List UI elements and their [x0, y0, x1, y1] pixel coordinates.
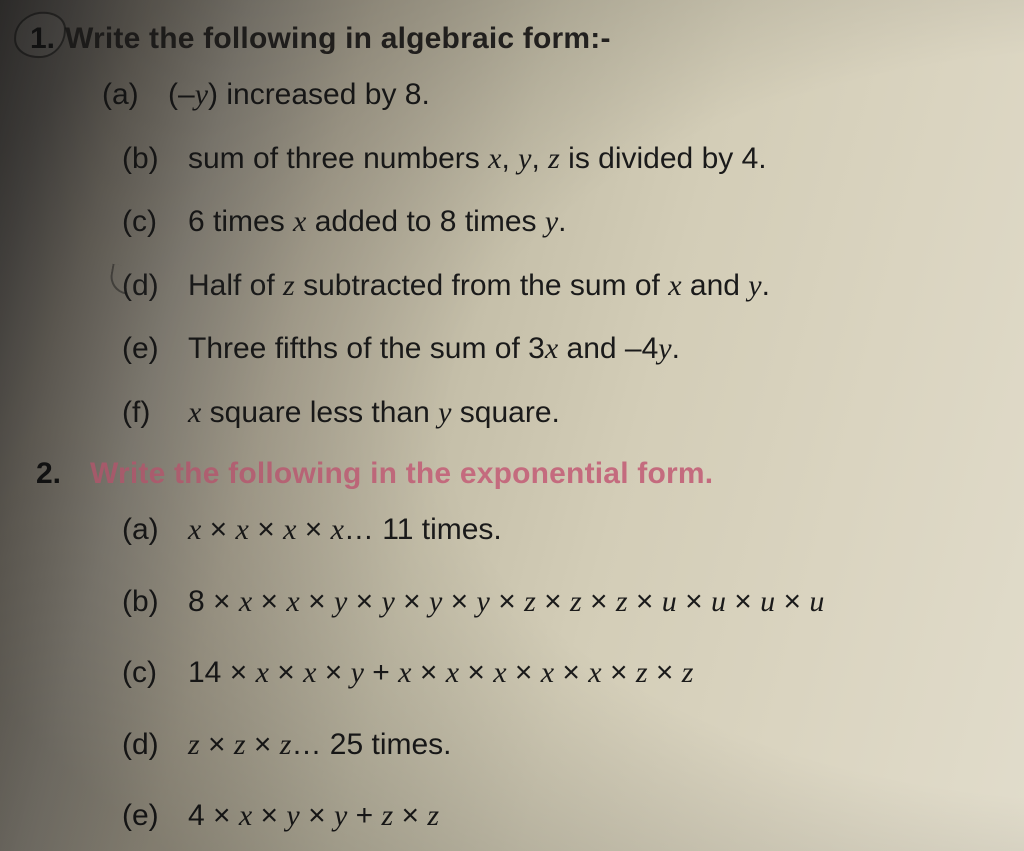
q2-part-c: (c) 14 × x × x × y + x × x × x × x × x ×… — [122, 654, 974, 692]
part-body: sum of three numbers x, y, z is divided … — [188, 140, 974, 178]
question-1-header: 1. Write the following in algebraic form… — [30, 22, 974, 56]
part-label: (e) — [122, 332, 188, 366]
part-body: x × x × x × x… 11 times. — [188, 511, 974, 549]
question-1-number: 1. — [30, 22, 55, 55]
part-label: (a) — [122, 513, 188, 547]
question-2-parts: (a) x × x × x × x… 11 times. (b) 8 × x ×… — [122, 511, 974, 835]
part-label: (d) — [122, 269, 188, 303]
question-2-number: 2. — [36, 457, 84, 491]
part-body: 8 × x × x × y × y × y × y × z × z × z × … — [188, 583, 974, 621]
q2-part-d: (d) z × z × z… 25 times. — [122, 726, 974, 764]
question-2-header: 2. Write the following in the exponentia… — [30, 457, 974, 491]
question-2-title: Write the following in the exponential f… — [90, 457, 713, 491]
question-1-number-wrap: 1. — [30, 22, 55, 56]
question-2: 2. Write the following in the exponentia… — [30, 457, 974, 835]
question-1-title: Write the following in algebraic form:- — [65, 22, 611, 56]
part-label: (c) — [122, 656, 188, 690]
q2-part-a: (a) x × x × x × x… 11 times. — [122, 511, 974, 549]
part-body: 14 × x × x × y + x × x × x × x × x × z ×… — [188, 654, 974, 692]
q1-part-f: (f) x square less than y square. — [122, 394, 974, 432]
part-label: (f) — [122, 396, 188, 430]
q2-part-e: (e) 4 × x × y × y + z × z — [122, 797, 974, 835]
part-body: x square less than y square. — [188, 394, 974, 432]
part-label: (b) — [122, 142, 188, 176]
question-1-parts: (a) (–y) increased by 8. (b) sum of thre… — [122, 76, 974, 431]
q1-part-c: (c) 6 times x added to 8 times y. — [122, 203, 974, 241]
part-label: (a) — [102, 78, 168, 112]
part-body: 6 times x added to 8 times y. — [188, 203, 974, 241]
q1-part-a: (a) (–y) increased by 8. — [102, 76, 974, 114]
part-body: Three fifths of the sum of 3x and –4y. — [188, 330, 974, 368]
q1-part-e: (e) Three fifths of the sum of 3x and –4… — [122, 330, 974, 368]
part-body: 4 × x × y × y + z × z — [188, 797, 974, 835]
question-1: 1. Write the following in algebraic form… — [30, 22, 974, 431]
q1-part-b: (b) sum of three numbers x, y, z is divi… — [122, 140, 974, 178]
part-body: Half of z subtracted from the sum of x a… — [188, 267, 974, 305]
part-label: (b) — [122, 585, 188, 619]
q1-part-d: (d) Half of z subtracted from the sum of… — [122, 267, 974, 305]
part-body: (–y) increased by 8. — [168, 76, 974, 114]
part-label: (c) — [122, 205, 188, 239]
worksheet-page: 1. Write the following in algebraic form… — [0, 0, 1024, 851]
part-label: (d) — [122, 728, 188, 762]
part-label: (e) — [122, 799, 188, 833]
q2-part-b: (b) 8 × x × x × y × y × y × y × z × z × … — [122, 583, 974, 621]
part-body: z × z × z… 25 times. — [188, 726, 974, 764]
